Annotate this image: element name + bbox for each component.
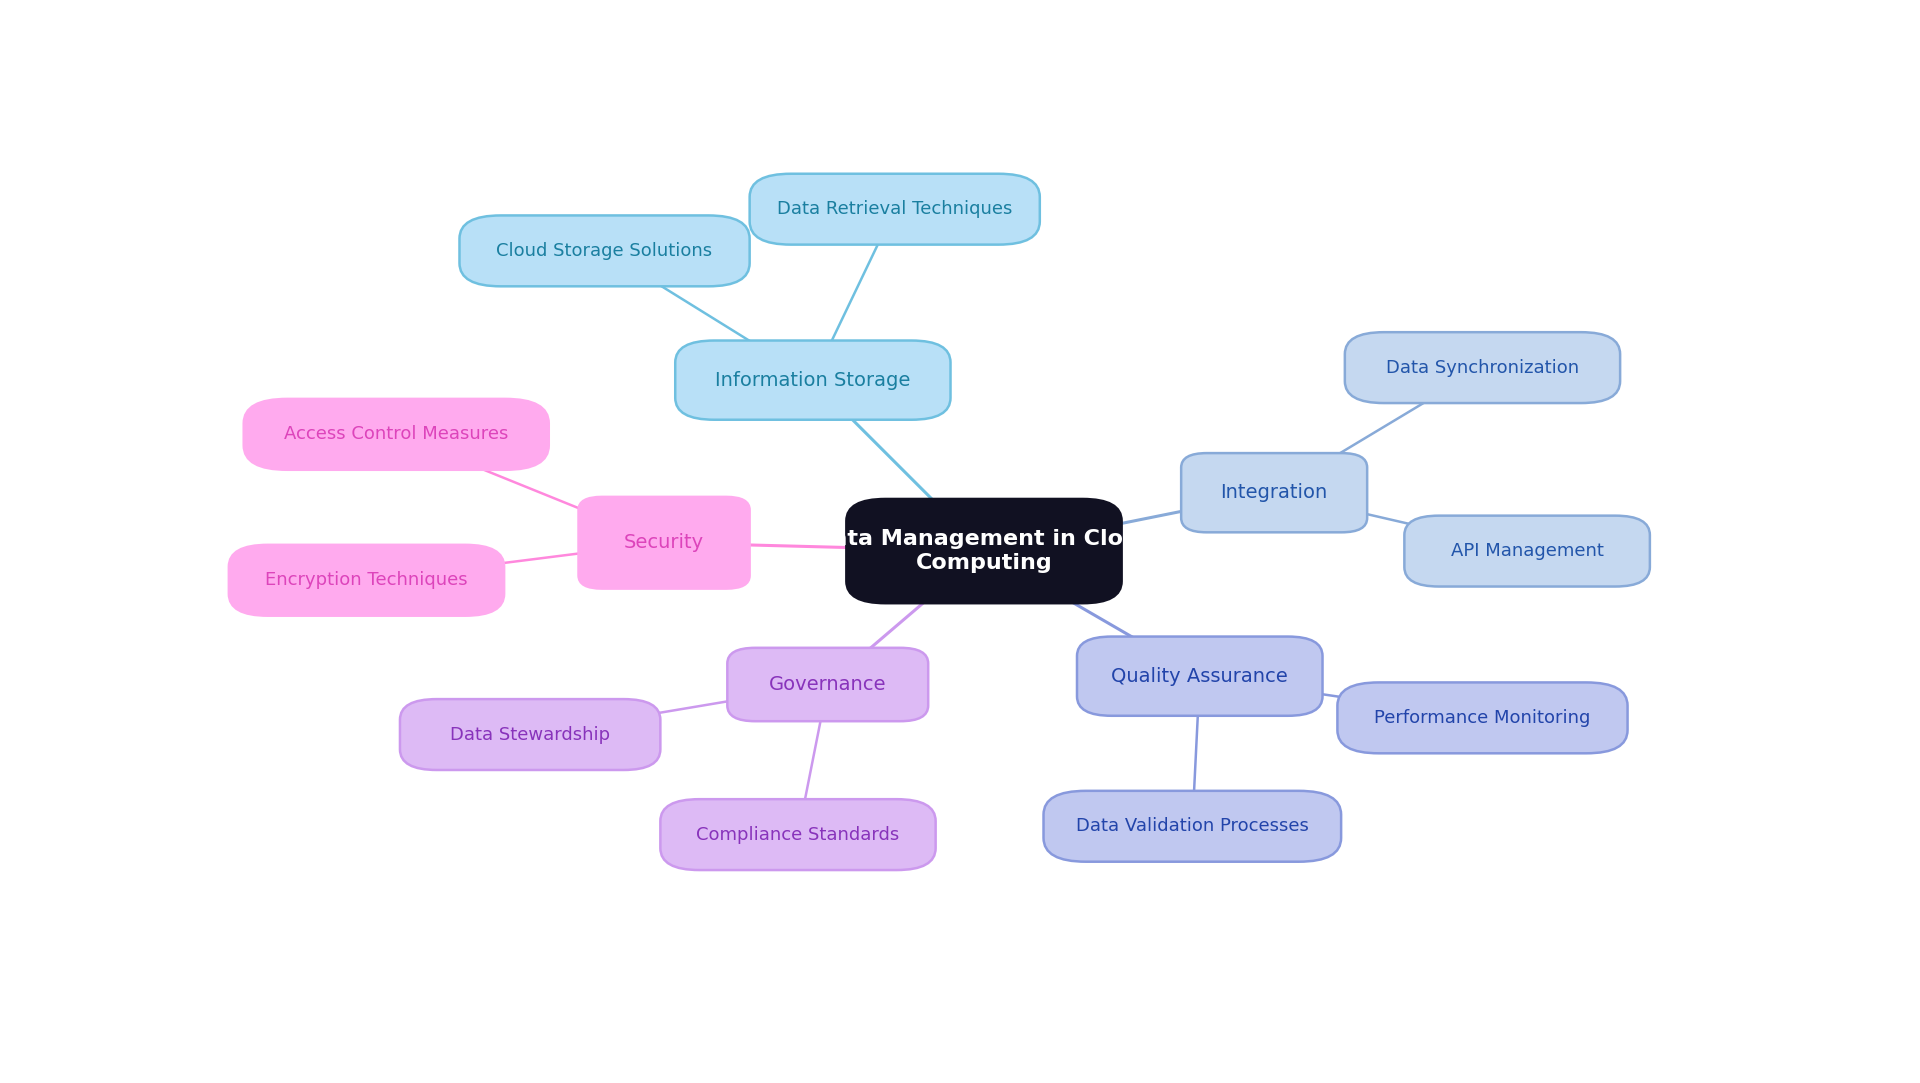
FancyBboxPatch shape bbox=[244, 399, 549, 470]
Text: Data Management in Cloud
Computing: Data Management in Cloud Computing bbox=[814, 529, 1154, 574]
FancyBboxPatch shape bbox=[847, 499, 1121, 603]
Text: Data Synchronization: Data Synchronization bbox=[1386, 358, 1578, 377]
Text: Integration: Integration bbox=[1221, 483, 1329, 503]
Text: Compliance Standards: Compliance Standards bbox=[697, 825, 900, 844]
FancyBboxPatch shape bbox=[1404, 516, 1649, 587]
Text: Cloud Storage Solutions: Cloud Storage Solutions bbox=[497, 242, 712, 260]
FancyBboxPatch shape bbox=[1344, 332, 1620, 403]
Text: Governance: Governance bbox=[770, 675, 887, 694]
FancyBboxPatch shape bbox=[1044, 791, 1340, 862]
FancyBboxPatch shape bbox=[660, 799, 935, 870]
Text: Access Control Measures: Access Control Measures bbox=[284, 426, 509, 443]
FancyBboxPatch shape bbox=[578, 497, 749, 589]
Text: Security: Security bbox=[624, 533, 705, 552]
FancyBboxPatch shape bbox=[1077, 637, 1323, 716]
FancyBboxPatch shape bbox=[728, 648, 927, 721]
FancyBboxPatch shape bbox=[399, 700, 660, 770]
Text: Information Storage: Information Storage bbox=[714, 370, 910, 390]
FancyBboxPatch shape bbox=[1181, 453, 1367, 533]
Text: Performance Monitoring: Performance Monitoring bbox=[1375, 709, 1590, 727]
FancyBboxPatch shape bbox=[1338, 682, 1628, 754]
Text: API Management: API Management bbox=[1452, 543, 1603, 560]
FancyBboxPatch shape bbox=[459, 216, 749, 286]
FancyBboxPatch shape bbox=[676, 340, 950, 420]
FancyBboxPatch shape bbox=[749, 173, 1041, 245]
Text: Data Stewardship: Data Stewardship bbox=[449, 726, 611, 744]
Text: Quality Assurance: Quality Assurance bbox=[1112, 667, 1288, 686]
Text: Data Retrieval Techniques: Data Retrieval Techniques bbox=[778, 200, 1012, 218]
Text: Encryption Techniques: Encryption Techniques bbox=[265, 571, 468, 589]
Text: Data Validation Processes: Data Validation Processes bbox=[1075, 818, 1309, 835]
FancyBboxPatch shape bbox=[228, 545, 505, 616]
